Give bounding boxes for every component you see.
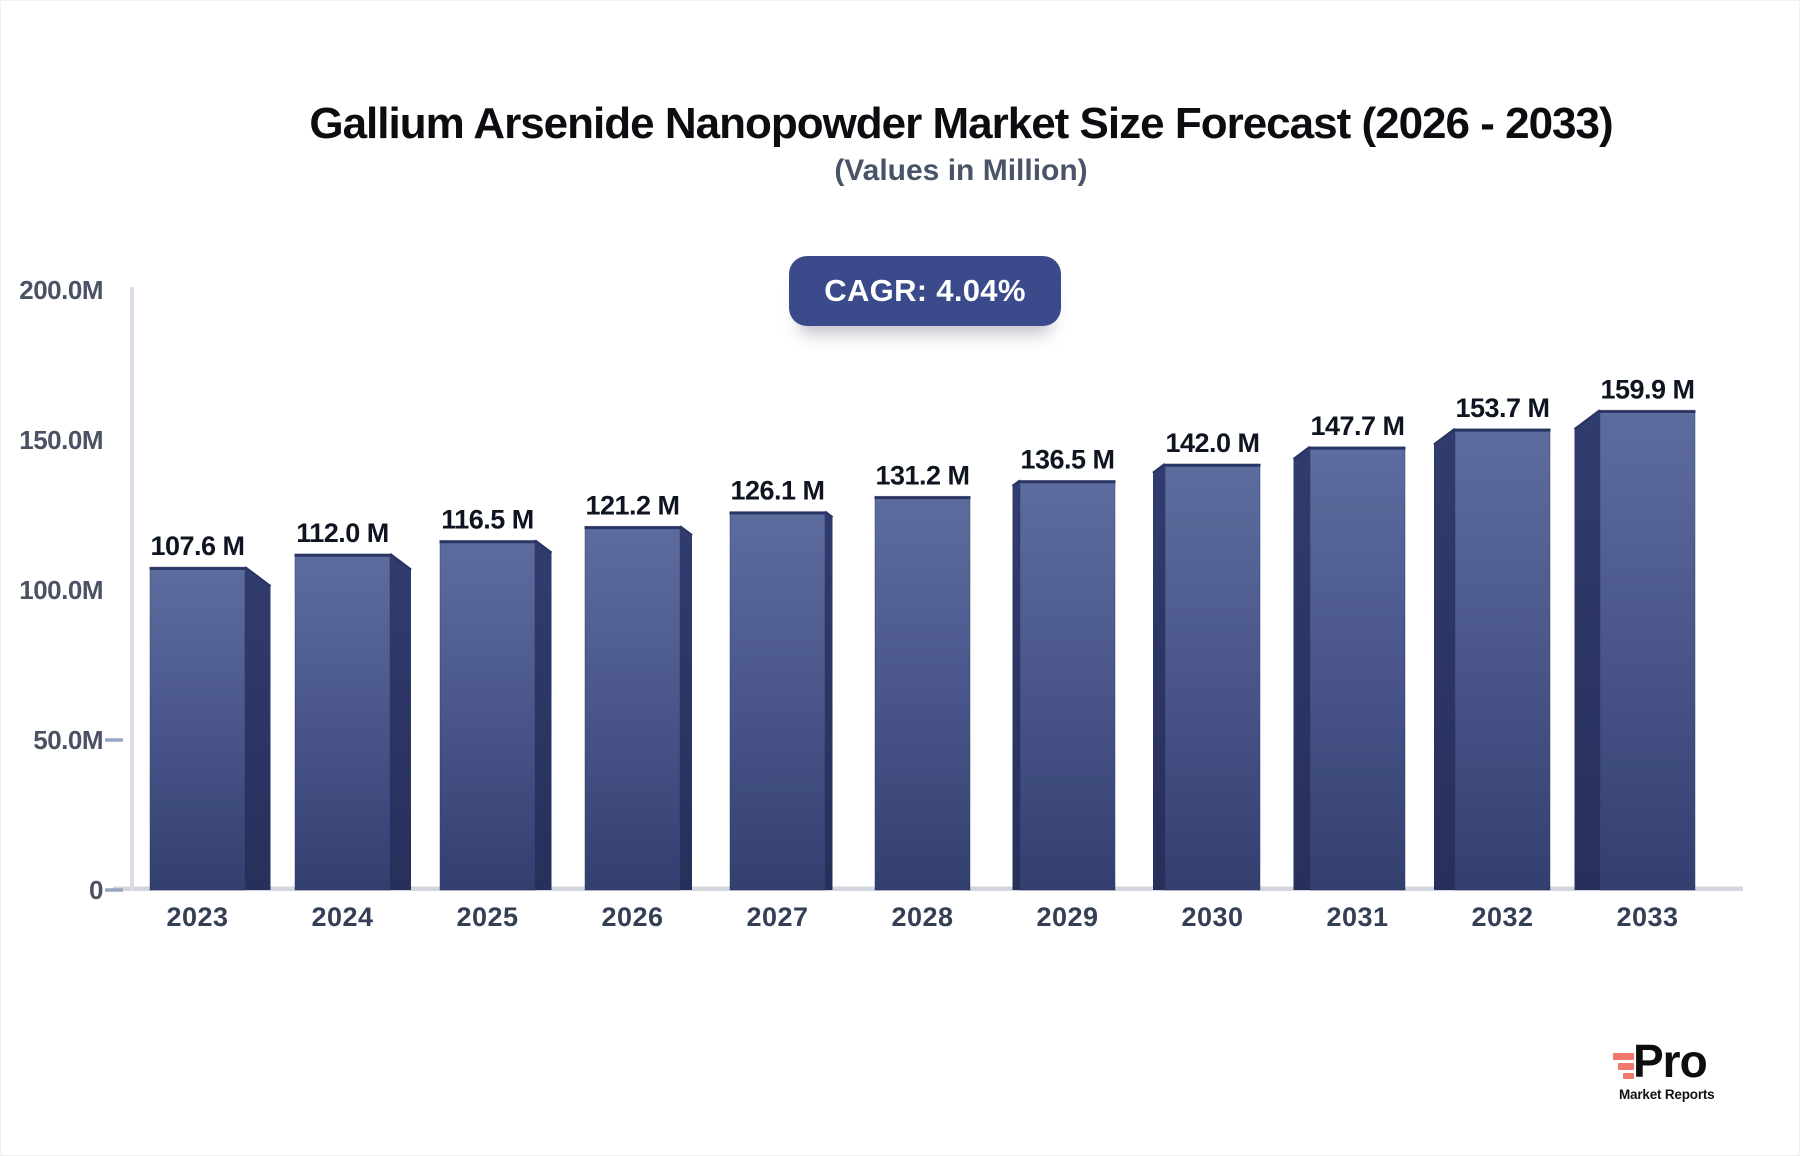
bar-side-face: [1293, 446, 1310, 890]
bar-side-top-edge: [1011, 479, 1021, 488]
bar-value-label: 136.5 M: [1020, 445, 1114, 475]
bar-side-face: [535, 540, 552, 890]
y-tick-label: 0: [89, 875, 103, 905]
bar-face: [1309, 446, 1406, 891]
bar-group-2026: 121.2 M 2026: [584, 490, 693, 932]
bar-face: [439, 540, 536, 891]
y-tick-label: 50.0M: [33, 725, 103, 755]
bar-value-label: 147.7 M: [1310, 411, 1404, 441]
bar-group-2023: 107.6 M 2023: [149, 531, 272, 932]
bar-side-face: [1574, 410, 1600, 890]
bar-face: [1454, 428, 1551, 891]
bar-side-face: [825, 511, 833, 890]
cagr-badge-label: CAGR: 4.04%: [824, 273, 1026, 308]
bar-side-face: [1012, 480, 1020, 890]
x-axis-label: 2031: [1326, 902, 1388, 932]
bar-value-label: 131.2 M: [875, 460, 969, 490]
bar-group-2029: 136.5 M 2029: [1011, 445, 1116, 932]
bar-group-2032: 153.7 M 2032: [1433, 393, 1551, 932]
bar-group-2025: 116.5 M 2025: [439, 505, 553, 932]
bar-face: [584, 525, 681, 891]
bar-face: [149, 566, 246, 891]
bar-side-face: [1153, 464, 1165, 890]
brand-logo: Pro Market Reports: [1595, 1035, 1755, 1121]
bar-value-label: 116.5 M: [441, 505, 534, 535]
logo-brand-text: Pro: [1633, 1035, 1708, 1087]
bar-face: [1164, 463, 1261, 891]
bar-face: [729, 511, 826, 891]
x-axis-label: 2025: [456, 902, 518, 932]
bar-side-top-edge: [389, 553, 412, 571]
logo-speed-bar: [1613, 1053, 1634, 1060]
x-axis-label: 2032: [1471, 902, 1533, 932]
y-tick-label: 200.0M: [19, 275, 103, 305]
bar-value-label: 112.0 M: [296, 518, 389, 548]
bar-value-label: 159.9 M: [1600, 374, 1694, 404]
x-axis-label: 2024: [311, 902, 373, 932]
bar-value-label: 121.2 M: [585, 490, 679, 520]
bar-group-2031: 147.7 M 2031: [1292, 411, 1406, 932]
chart-subtitle: (Values in Million): [834, 154, 1088, 187]
logo-speed-bar: [1623, 1073, 1634, 1079]
bar-face: [1019, 480, 1116, 891]
bar-side-top-edge: [1573, 409, 1601, 431]
bar-face: [294, 553, 391, 891]
bar-side-face: [390, 554, 411, 890]
bar-group-2030: 142.0 M 2030: [1152, 428, 1261, 932]
bar-value-label: 126.1 M: [730, 476, 824, 506]
cagr-badge: CAGR: 4.04%: [789, 256, 1061, 326]
bar-face: [874, 495, 971, 891]
y-axis-line: [130, 287, 134, 891]
bar-side-top-edge: [1152, 463, 1166, 474]
y-tick-label: 100.0M: [19, 575, 103, 605]
bar-side-face: [245, 567, 271, 890]
x-axis-label: 2027: [746, 902, 808, 932]
x-axis-label: 2029: [1036, 902, 1098, 932]
bar-value-label: 142.0 M: [1165, 428, 1259, 458]
bar-value-label: 107.6 M: [150, 531, 244, 561]
x-axis-label: 2033: [1616, 902, 1678, 932]
bar-side-face: [680, 526, 692, 890]
bar-side-top-edge: [1292, 445, 1311, 461]
bar-group-2024: 112.0 M 2024: [294, 518, 412, 932]
bar-side-top-edge: [824, 510, 834, 519]
chart-title: Gallium Arsenide Nanopowder Market Size …: [309, 99, 1613, 148]
logo-speed-bar: [1618, 1063, 1634, 1070]
bar-side-top-edge: [534, 539, 553, 554]
bar-side-face: [1434, 428, 1455, 890]
bar-side-top-edge: [1433, 427, 1456, 446]
x-axis-label: 2030: [1181, 902, 1243, 932]
bar-value-label: 153.7 M: [1455, 393, 1549, 423]
bar-group-2027: 126.1 M 2027: [729, 476, 834, 932]
y-tick-label: 150.0M: [19, 425, 103, 455]
bar-side-top-edge: [679, 525, 693, 537]
x-axis-label: 2023: [166, 902, 228, 932]
logo-tagline-text: Market Reports: [1619, 1087, 1715, 1102]
x-axis-label: 2028: [891, 902, 953, 932]
x-axis-label: 2026: [601, 902, 663, 932]
bar-side-top-edge: [244, 566, 272, 588]
bar-group-2028: 131.2 M 2028: [874, 460, 971, 932]
bar-group-2033: 159.9 M 2033: [1573, 374, 1696, 932]
bar-face: [1599, 409, 1696, 891]
